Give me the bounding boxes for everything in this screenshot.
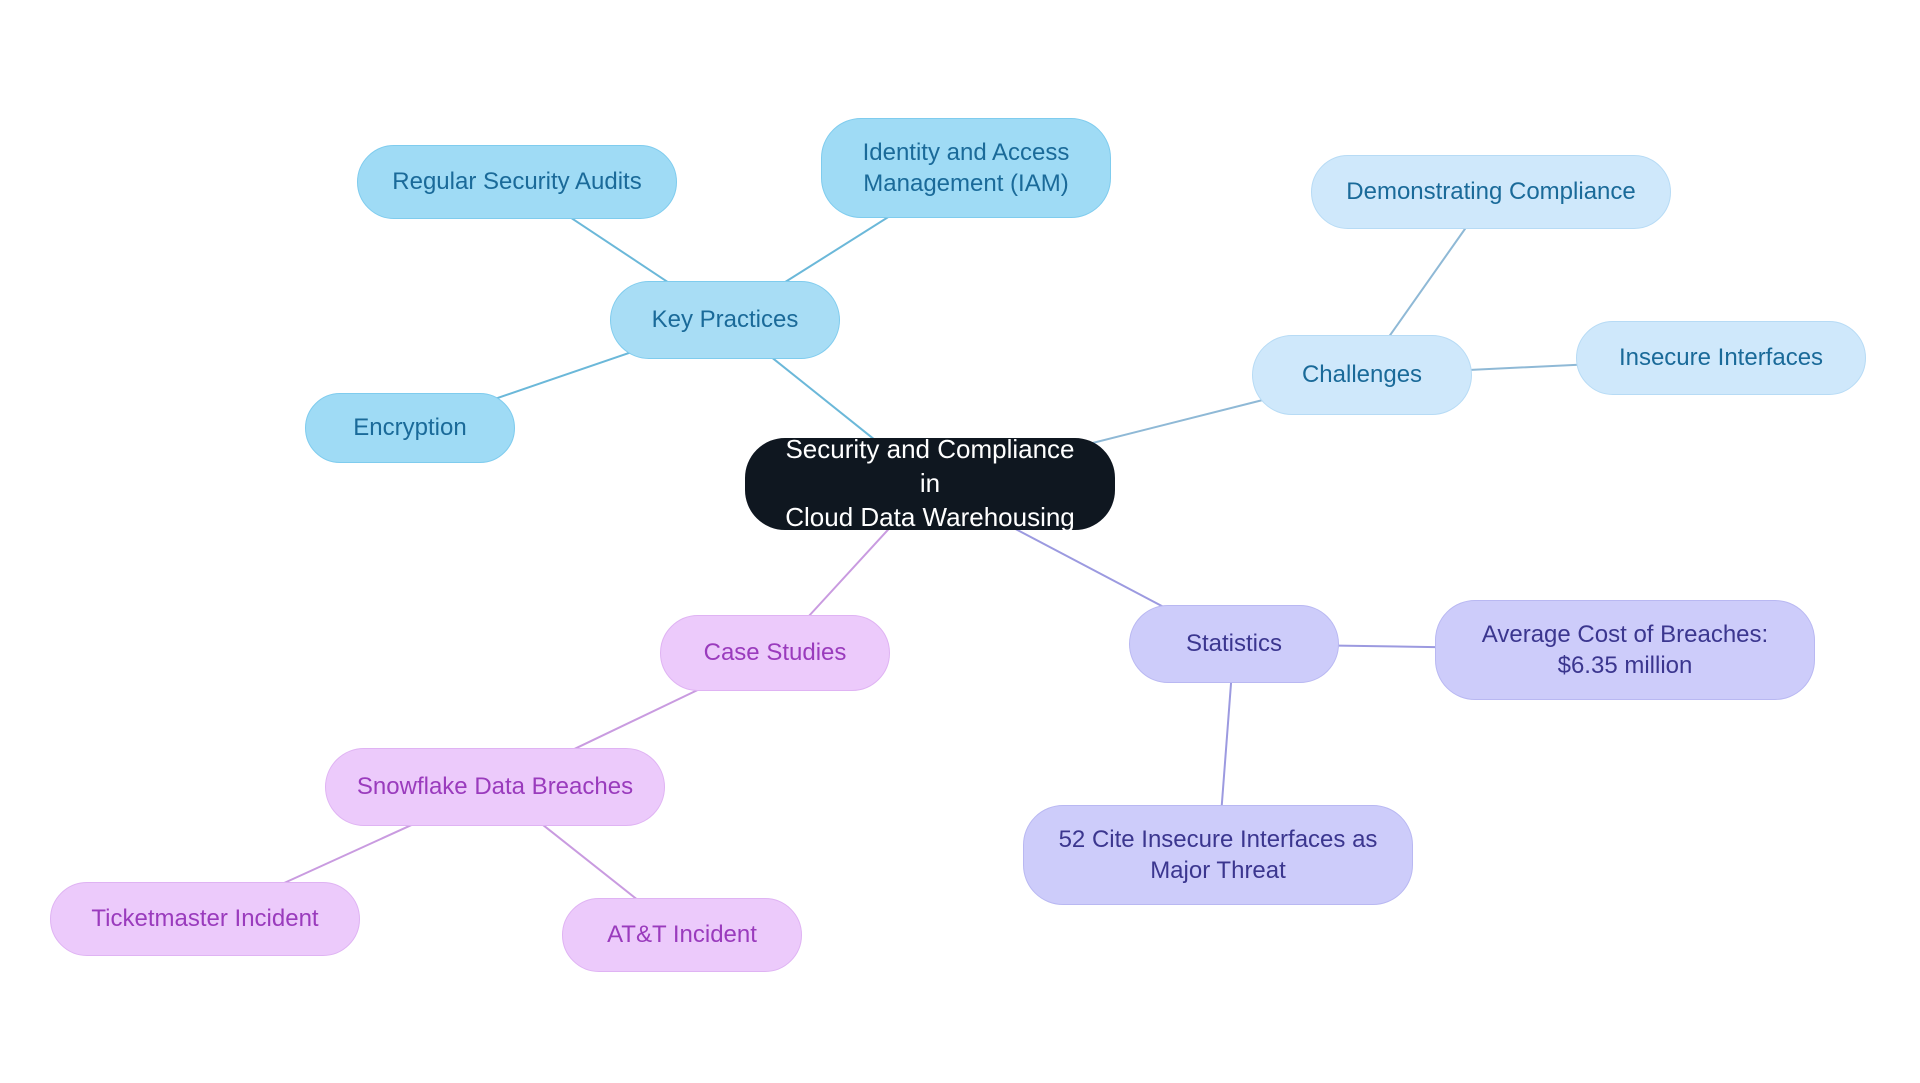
node-center: Security and Compliance in Cloud Data Wa… xyxy=(745,438,1115,530)
node-regular-security-audits: Regular Security Audits xyxy=(357,145,677,219)
edge xyxy=(1389,229,1465,337)
edge xyxy=(568,684,709,752)
edge xyxy=(808,529,889,617)
node-encryption: Encryption xyxy=(305,393,515,463)
node-snowflake: Snowflake Data Breaches xyxy=(325,748,665,826)
node-challenges: Challenges xyxy=(1252,335,1472,415)
node-demonstrating-compliance: Demonstrating Compliance xyxy=(1311,155,1671,229)
node-iam: Identity and Access Management (IAM) xyxy=(821,118,1111,218)
node-avg-cost: Average Cost of Breaches: $6.35 million xyxy=(1435,600,1815,700)
node-statistics: Statistics xyxy=(1129,605,1339,683)
node-stat-52: 52 Cite Insecure Interfaces as Major Thr… xyxy=(1023,805,1413,905)
mindmap-canvas: Security and Compliance in Cloud Data Wa… xyxy=(0,0,1920,1083)
edge xyxy=(277,822,418,886)
node-att: AT&T Incident xyxy=(562,898,802,972)
node-insecure-interfaces: Insecure Interfaces xyxy=(1576,321,1866,395)
edge xyxy=(770,356,875,440)
edge xyxy=(483,348,644,403)
edge xyxy=(1339,646,1435,647)
edge xyxy=(570,217,673,285)
edge xyxy=(1009,526,1173,613)
node-case-studies: Case Studies xyxy=(660,615,890,691)
edge xyxy=(1222,683,1231,805)
node-ticketmaster: Ticketmaster Incident xyxy=(50,882,360,956)
edge xyxy=(779,212,896,286)
node-key-practices: Key Practices xyxy=(610,281,840,359)
edge xyxy=(542,824,638,900)
edge xyxy=(1471,365,1578,370)
